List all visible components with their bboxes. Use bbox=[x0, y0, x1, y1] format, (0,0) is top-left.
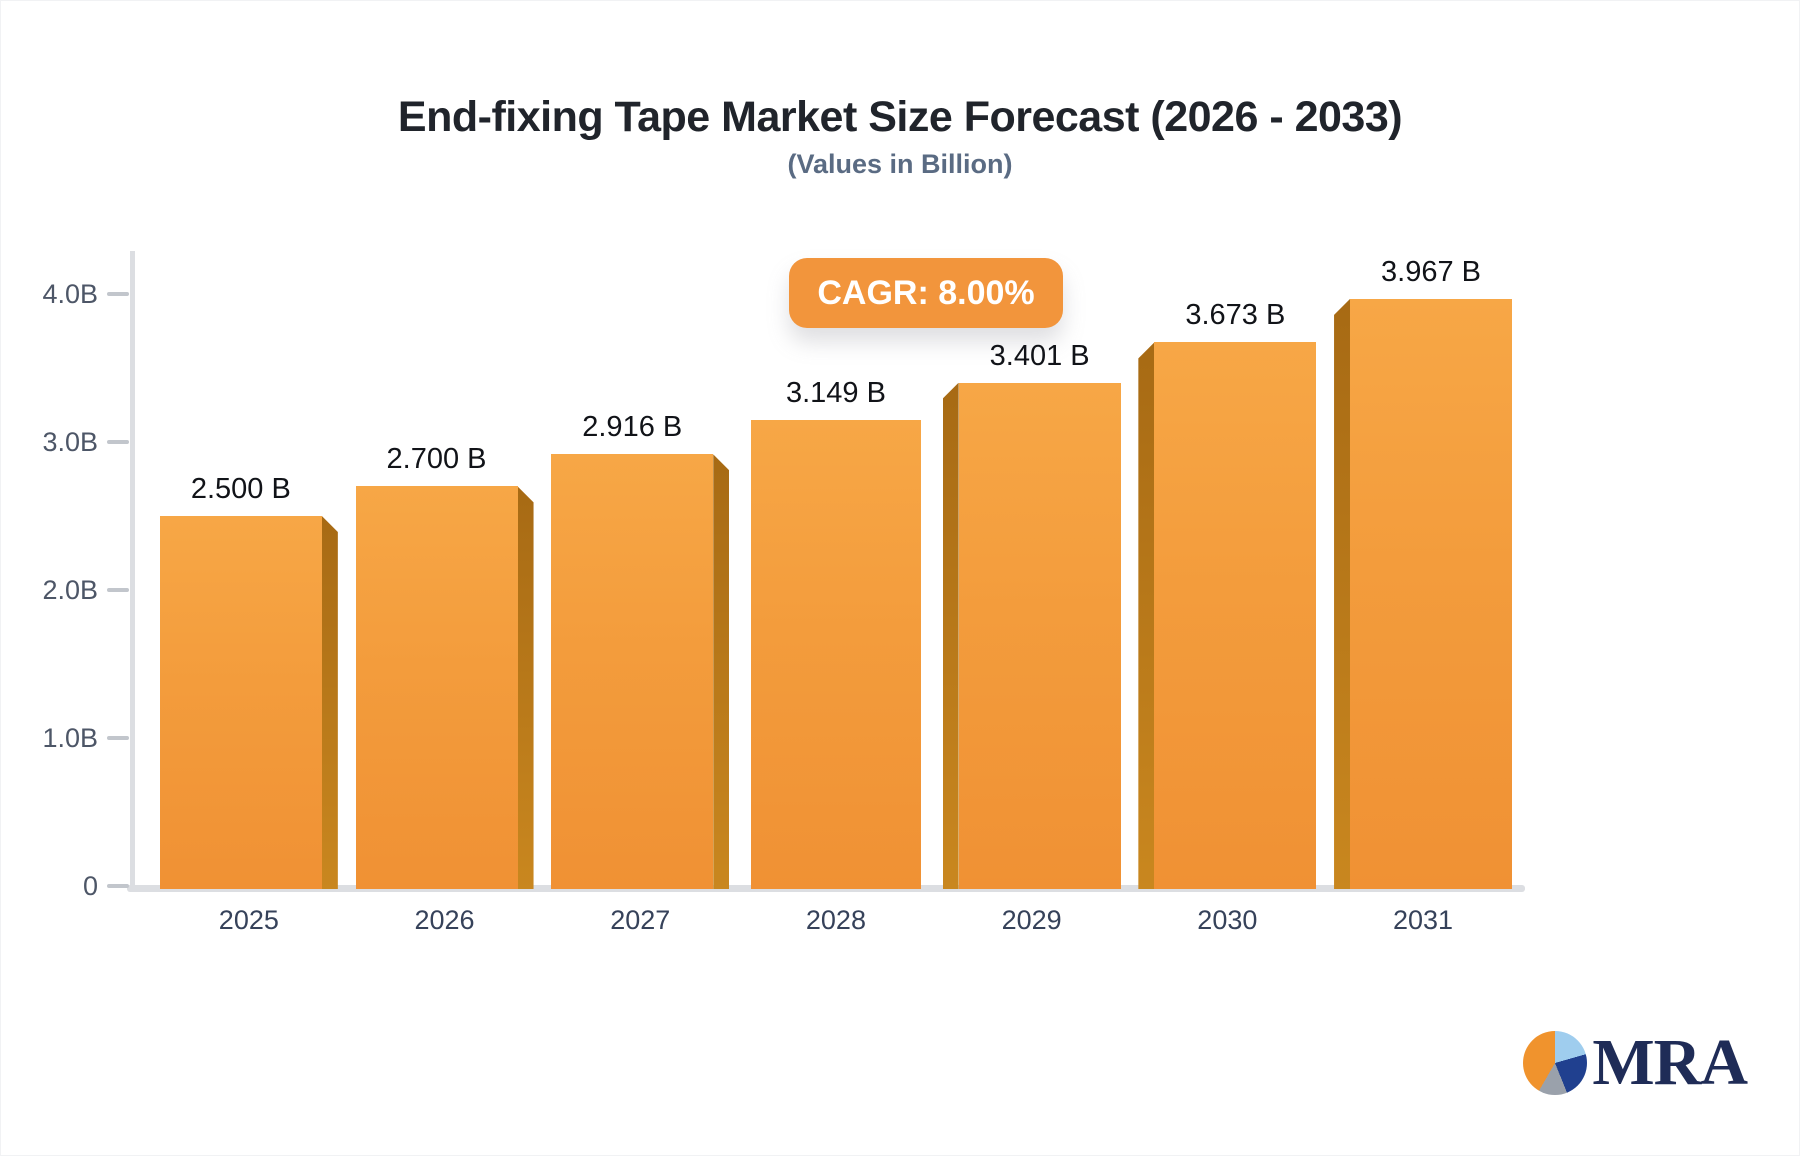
y-axis-line bbox=[130, 251, 135, 892]
y-tick-mark bbox=[107, 440, 129, 444]
bar-value-label: 3.967 B bbox=[1381, 255, 1482, 288]
bar-value-label: 2.916 B bbox=[582, 411, 683, 444]
y-tick-label: 3.0B bbox=[42, 427, 98, 457]
chart-title: End-fixing Tape Market Size Forecast (20… bbox=[397, 93, 1403, 141]
bar-value-label: 2.700 B bbox=[386, 443, 487, 476]
y-tick-mark bbox=[107, 884, 129, 888]
y-tick-label: 1.0B bbox=[42, 723, 98, 753]
bar-2027-side-face bbox=[713, 454, 730, 889]
x-tick-label: 2029 bbox=[1001, 905, 1062, 935]
bar-2030 bbox=[1154, 342, 1317, 889]
y-tick-mark bbox=[107, 736, 129, 740]
bar-2026-side-face bbox=[517, 486, 534, 889]
x-tick-label: 2030 bbox=[1197, 905, 1258, 935]
bar-2030-side-face bbox=[1138, 342, 1155, 889]
x-tick-label: 2027 bbox=[610, 905, 671, 935]
x-tick-label: 2028 bbox=[805, 905, 866, 935]
bar-2029-side-face bbox=[942, 382, 959, 889]
bar-2031-side-face bbox=[1334, 298, 1351, 889]
bar-2025 bbox=[159, 516, 322, 889]
bar-2031 bbox=[1350, 298, 1513, 889]
cagr-badge: CAGR: 8.00% bbox=[789, 258, 1063, 328]
x-tick-label: 2026 bbox=[414, 905, 475, 935]
y-tick-label: 4.0B bbox=[42, 279, 98, 309]
brand-logo: MRA bbox=[1523, 1023, 1748, 1103]
y-tick-label: 2.0B bbox=[42, 575, 98, 605]
bar-2028 bbox=[750, 419, 921, 889]
bar-2029 bbox=[958, 382, 1121, 889]
bar-2027 bbox=[551, 454, 714, 889]
bar-value-label: 3.401 B bbox=[989, 339, 1090, 372]
y-tick-mark bbox=[107, 588, 129, 592]
brand-name: MRA bbox=[1592, 1026, 1748, 1099]
pie-chart-logo-icon bbox=[1523, 1031, 1588, 1095]
bar-2026 bbox=[355, 486, 518, 889]
bar-2025-side-face bbox=[321, 516, 338, 889]
bar-value-label: 3.149 B bbox=[785, 376, 886, 409]
y-tick-label: 0 bbox=[82, 871, 98, 901]
chart-subtitle: (Values in Billion) bbox=[787, 149, 1013, 179]
bar-value-label: 2.500 B bbox=[190, 473, 291, 505]
x-tick-label: 2025 bbox=[218, 905, 279, 935]
x-tick-label: 2031 bbox=[1393, 905, 1454, 935]
bar-value-label: 3.673 B bbox=[1185, 299, 1286, 332]
y-tick-mark bbox=[107, 292, 129, 296]
